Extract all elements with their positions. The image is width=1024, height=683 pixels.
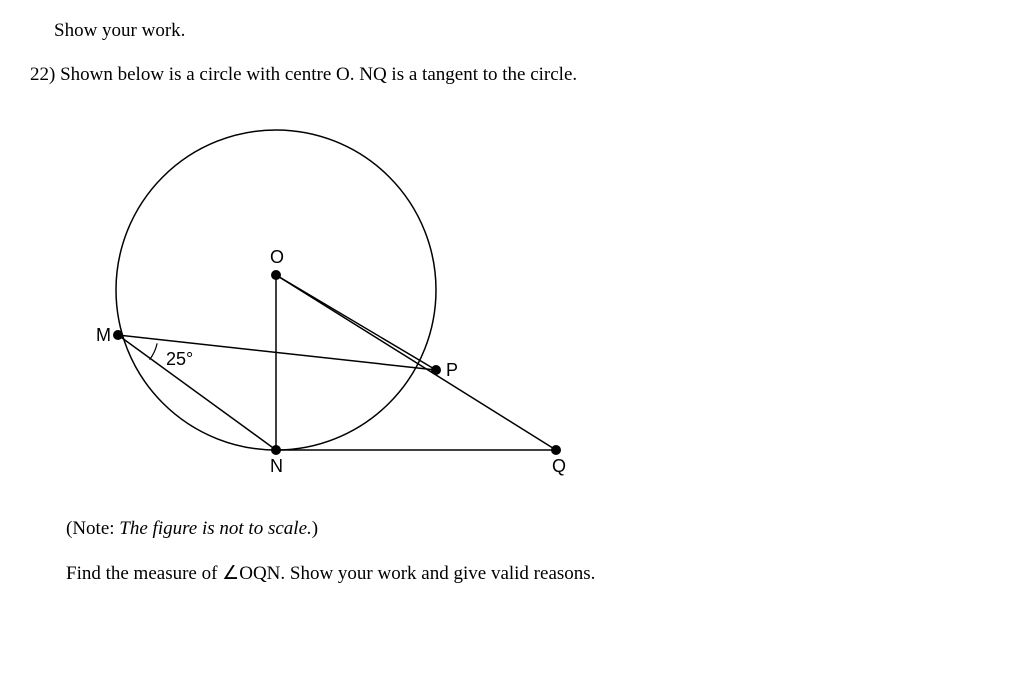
note-prefix: (Note: <box>66 518 119 539</box>
note-suffix: ) <box>312 518 318 539</box>
question-line: 22) Shown below is a circle with centre … <box>30 64 994 86</box>
svg-text:N: N <box>270 456 283 476</box>
instruction-text: Show your work. <box>54 20 994 42</box>
question-number: 22) <box>30 64 55 85</box>
note-italic: The figure is not to scale. <box>119 518 311 539</box>
svg-text:25°: 25° <box>166 349 193 369</box>
figure-note: (Note: The figure is not to scale.) <box>66 518 994 540</box>
svg-text:Q: Q <box>552 456 566 476</box>
question-text: Shown below is a circle with centre O. N… <box>60 64 577 85</box>
svg-text:P: P <box>446 360 458 380</box>
find-instruction: Find the measure of ∠OQN. Show your work… <box>66 562 994 585</box>
geometry-diagram: O M N P Q 25° <box>66 100 586 510</box>
svg-text:M: M <box>96 325 111 345</box>
figure-container: O M N P Q 25° <box>66 100 994 516</box>
svg-text:O: O <box>270 247 284 267</box>
